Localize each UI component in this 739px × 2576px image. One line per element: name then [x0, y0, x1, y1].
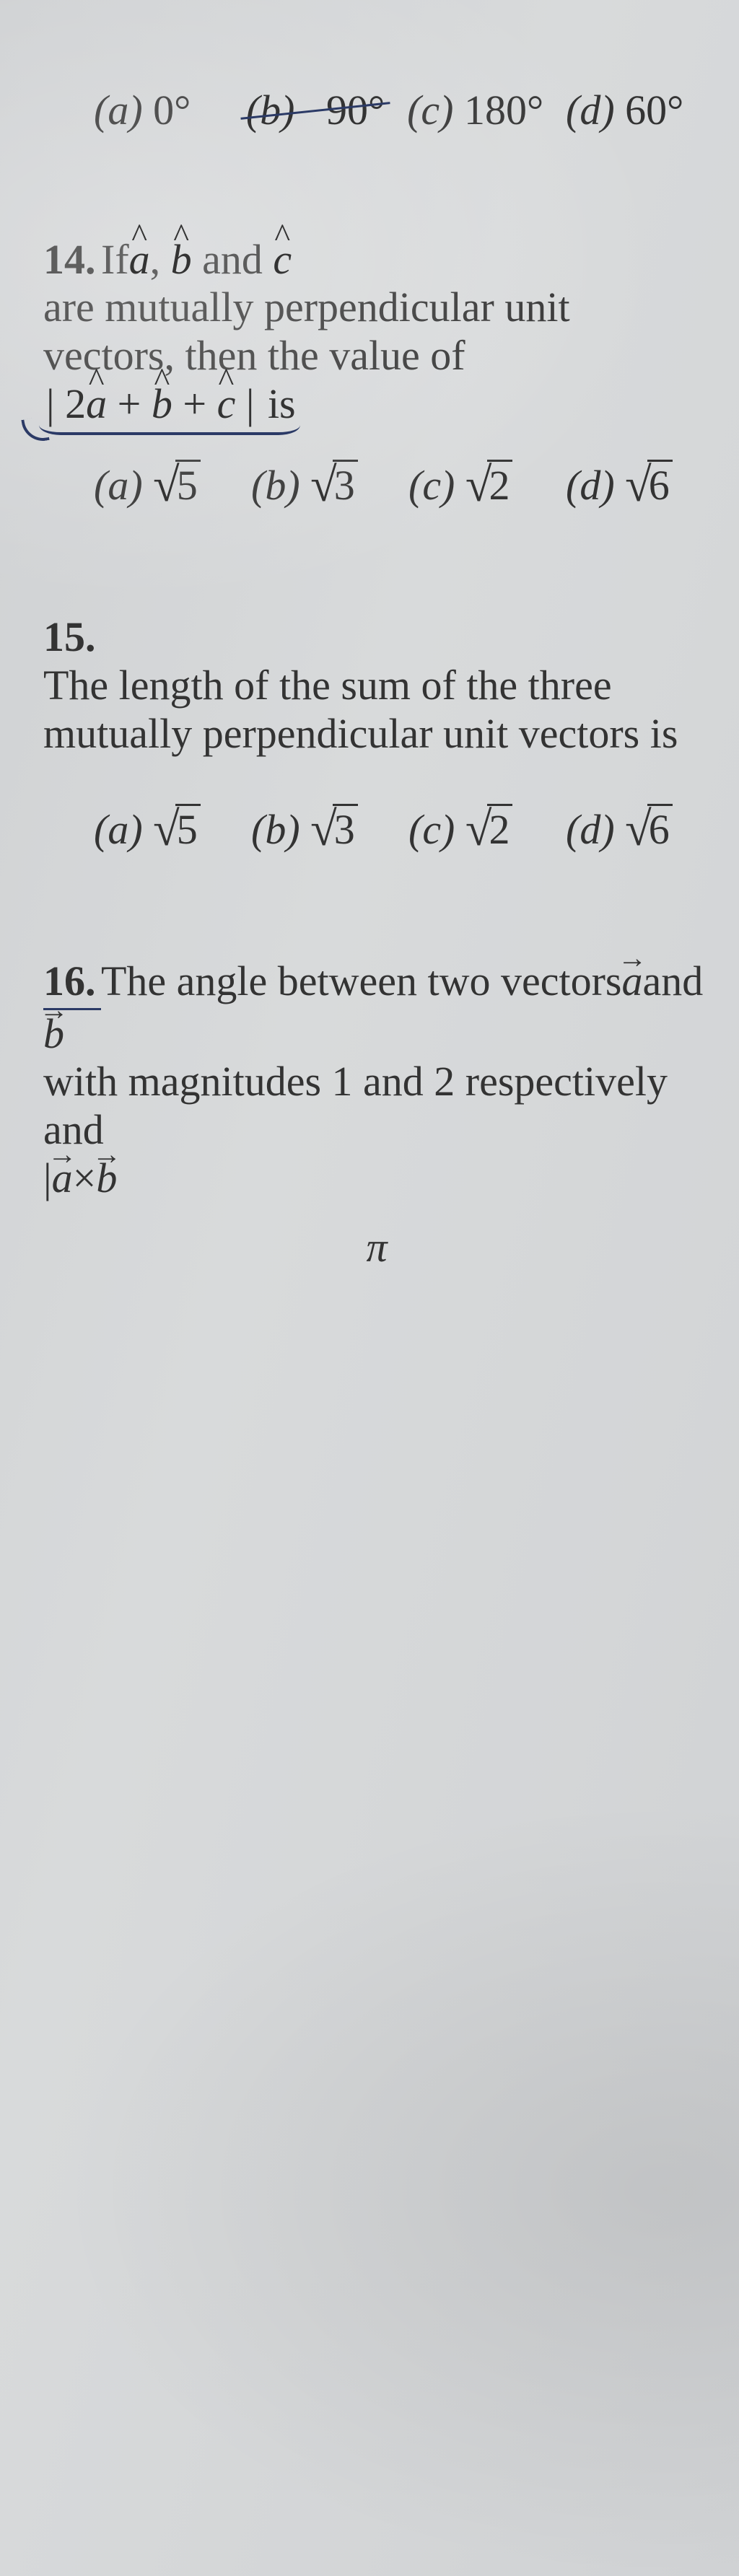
option-a: (a) 0° — [94, 87, 224, 135]
pi-symbol: π — [366, 1224, 387, 1272]
q16-stem: 16. The angle between two vectors a and … — [43, 958, 710, 1202]
vec-b: b — [43, 1010, 64, 1059]
vec-a-cross: a — [52, 1155, 73, 1203]
q15-option-c: (c) √2 — [408, 801, 538, 857]
q14-text-mid: are mutually perpendicular unit vectors,… — [43, 284, 710, 380]
q14-option-b: (b) √3 — [251, 457, 381, 512]
sqrt-icon: √2 — [465, 801, 513, 857]
q14-option-a: (a) √5 — [94, 457, 224, 512]
q16-tailrow: π — [43, 1224, 710, 1272]
option-d: (d) 60° — [566, 87, 696, 135]
q14-option-c: (c) √2 — [408, 457, 538, 512]
sqrt-icon: √5 — [153, 801, 201, 857]
option-value: 0° — [153, 87, 191, 133]
q14-text-pre: If — [101, 236, 129, 284]
option-value: 180° — [464, 87, 543, 133]
q15-text: The length of the sum of the three mutua… — [43, 662, 710, 758]
sqrt-icon: √6 — [625, 801, 673, 857]
option-label: (b) — [251, 806, 300, 853]
option-label: (a) — [94, 87, 143, 133]
option-label: (b) — [251, 462, 300, 509]
sqrt-icon: √2 — [465, 457, 513, 512]
q16-text-pre: The angle between two vectors — [101, 958, 622, 1006]
option-label: (c) — [408, 806, 455, 853]
option-c: (c) 180° — [407, 87, 543, 135]
option-label: (d) — [566, 462, 615, 509]
q15-option-d: (d) √6 — [566, 801, 696, 857]
a-hat: a — [129, 236, 150, 284]
question-number: 15. — [43, 613, 101, 662]
q14-options: (a) √5 (b) √3 (c) √2 (d) √6 — [43, 457, 710, 512]
option-label: (a) — [94, 462, 143, 509]
sqrt-icon: √6 — [625, 457, 673, 512]
option-label: (d) — [566, 87, 615, 133]
q15-stem: 15. The length of the sum of the three m… — [43, 613, 710, 758]
sqrt-icon: √5 — [153, 457, 201, 512]
sqrt-icon: √3 — [310, 801, 358, 857]
vec-b-cross: b — [96, 1155, 117, 1203]
vec-a: a — [622, 958, 643, 1006]
and-word: and — [643, 958, 704, 1006]
q14-option-d: (d) √6 — [566, 457, 696, 512]
option-label: (d) — [566, 806, 615, 853]
q15-option-b: (b) √3 — [251, 801, 381, 857]
option-label: (c) — [407, 87, 453, 133]
q15-option-a: (a) √5 — [94, 801, 224, 857]
option-b: (b) 90° — [246, 87, 385, 135]
option-value: 90° — [326, 87, 385, 133]
c-hat: c — [273, 236, 292, 284]
option-label: (c) — [408, 462, 455, 509]
option-label: (b) — [246, 87, 295, 133]
q14-stem: 14. If a, b and c are mutually perpendic… — [43, 236, 710, 429]
q16-text-mid: with magnitudes 1 and 2 respectively and — [43, 1058, 710, 1154]
worksheet-page: (a) 0° (b) 90° (c) 180° (d) 60° 14. If a… — [0, 0, 739, 2576]
q14-expression: 2a + b + c is — [43, 380, 296, 429]
question-number: 14. — [43, 236, 101, 284]
and-word: and — [192, 236, 274, 284]
option-label: (a) — [94, 806, 143, 853]
sqrt-icon: √3 — [310, 457, 358, 512]
prev-question-options: (a) 0° (b) 90° (c) 180° (d) 60° — [43, 87, 710, 135]
option-value: 60° — [625, 87, 683, 133]
q15-options: (a) √5 (b) √3 (c) √2 (d) √6 — [43, 801, 710, 857]
q14-text-post: is — [268, 380, 296, 427]
b-hat: b — [171, 236, 192, 284]
